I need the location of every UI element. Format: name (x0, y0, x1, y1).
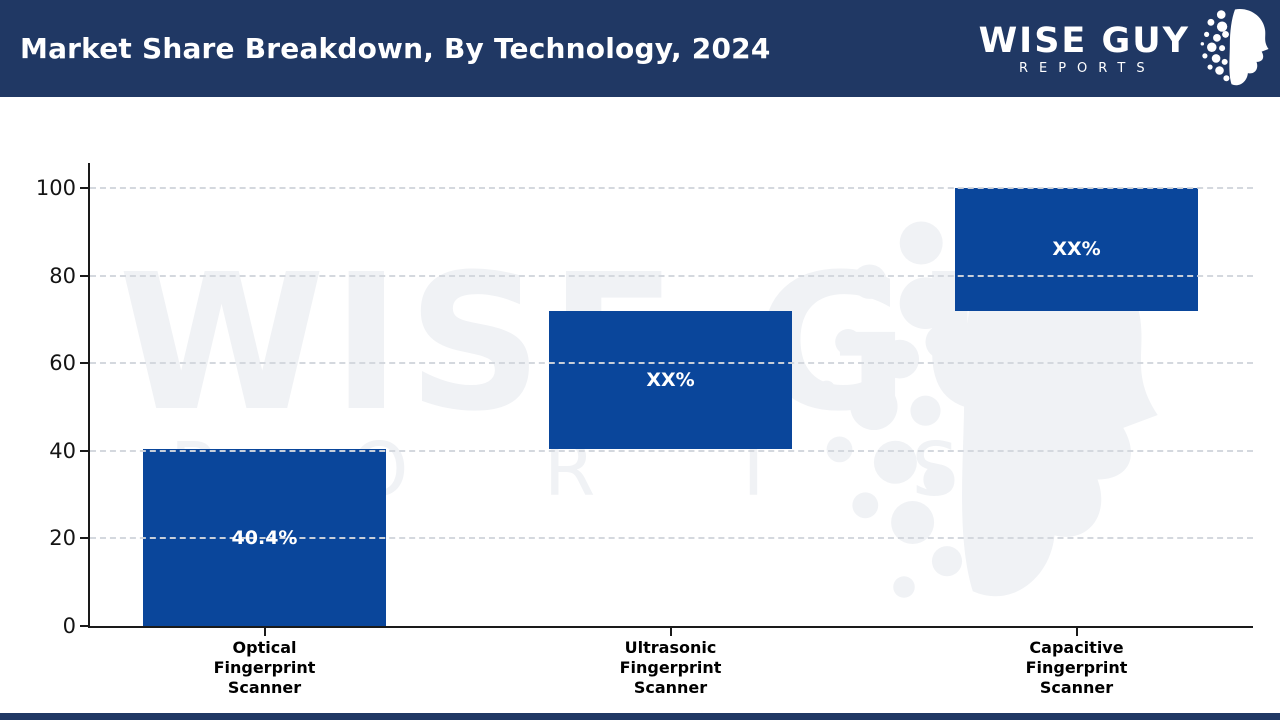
brand-logo-text: WISE GUY REPORTS (979, 23, 1190, 76)
gridline-y-60 (90, 362, 1253, 365)
brand-logo: WISE GUY REPORTS (979, 6, 1276, 92)
footer-accent-bar (0, 713, 1280, 720)
bar-segment-1 (549, 310, 792, 450)
y-axis-line (88, 163, 90, 628)
brand-face-icon (1200, 9, 1269, 86)
gridline-y-40 (90, 449, 1253, 452)
y-axis-tick-0 (80, 625, 89, 627)
y-axis-tick-80 (80, 274, 89, 277)
y-axis-tick-40 (80, 449, 89, 452)
category-label-line: Scanner (1039, 678, 1114, 697)
gridline-y-20 (90, 537, 1253, 540)
category-label-line: Optical (232, 638, 297, 657)
gridline-y-100 (90, 187, 1253, 189)
y-axis-tick-label-100: 100 (35, 176, 76, 200)
brand-name: WISE GUY (978, 20, 1190, 61)
category-label-line: Scanner (633, 678, 708, 697)
category-label-line: Fingerprint (619, 658, 722, 677)
bar-value-label-0: 40.4% (231, 526, 298, 549)
category-label-line: Fingerprint (213, 658, 316, 677)
bar-value-label-1: XX% (646, 368, 695, 391)
category-label-line: Fingerprint (1025, 658, 1128, 677)
brand-subtitle: REPORTS (1018, 60, 1156, 76)
x-axis-tick-2 (1075, 628, 1078, 636)
gridline-y-80 (90, 274, 1253, 277)
category-label-2: Capacitive Fingerprint Scanner (1026, 638, 1128, 698)
header-bar: Market Share Breakdown, By Technology, 2… (0, 0, 1280, 97)
category-label-line: Scanner (227, 678, 302, 697)
y-axis-tick-20 (80, 537, 89, 540)
category-label-1: Ultrasonic Fingerprint Scanner (620, 638, 722, 698)
page-title: Market Share Breakdown, By Technology, 2… (20, 32, 771, 65)
x-axis-tick-0 (263, 628, 266, 636)
category-label-line: Capacitive (1029, 638, 1124, 657)
y-axis-tick-100 (80, 187, 89, 189)
y-axis-tick-label-80: 80 (49, 263, 76, 288)
x-axis-line (88, 626, 1253, 628)
plot-area: 40.4% XX% XX% 0 20 40 60 80 100 Optical Fingerprin… (0, 97, 1280, 713)
x-axis-tick-1 (669, 628, 672, 636)
y-axis-tick-60 (80, 362, 89, 365)
y-axis-tick-label-0: 0 (62, 614, 76, 638)
category-label-0: Optical Fingerprint Scanner (214, 638, 316, 698)
bar-segment-2 (955, 188, 1198, 311)
y-axis-tick-label-20: 20 (49, 526, 76, 551)
category-label-line: Ultrasonic (624, 638, 717, 657)
bar-value-label-2: XX% (1052, 238, 1101, 261)
y-axis-tick-label-60: 60 (49, 351, 76, 376)
y-axis-tick-label-40: 40 (49, 438, 76, 463)
